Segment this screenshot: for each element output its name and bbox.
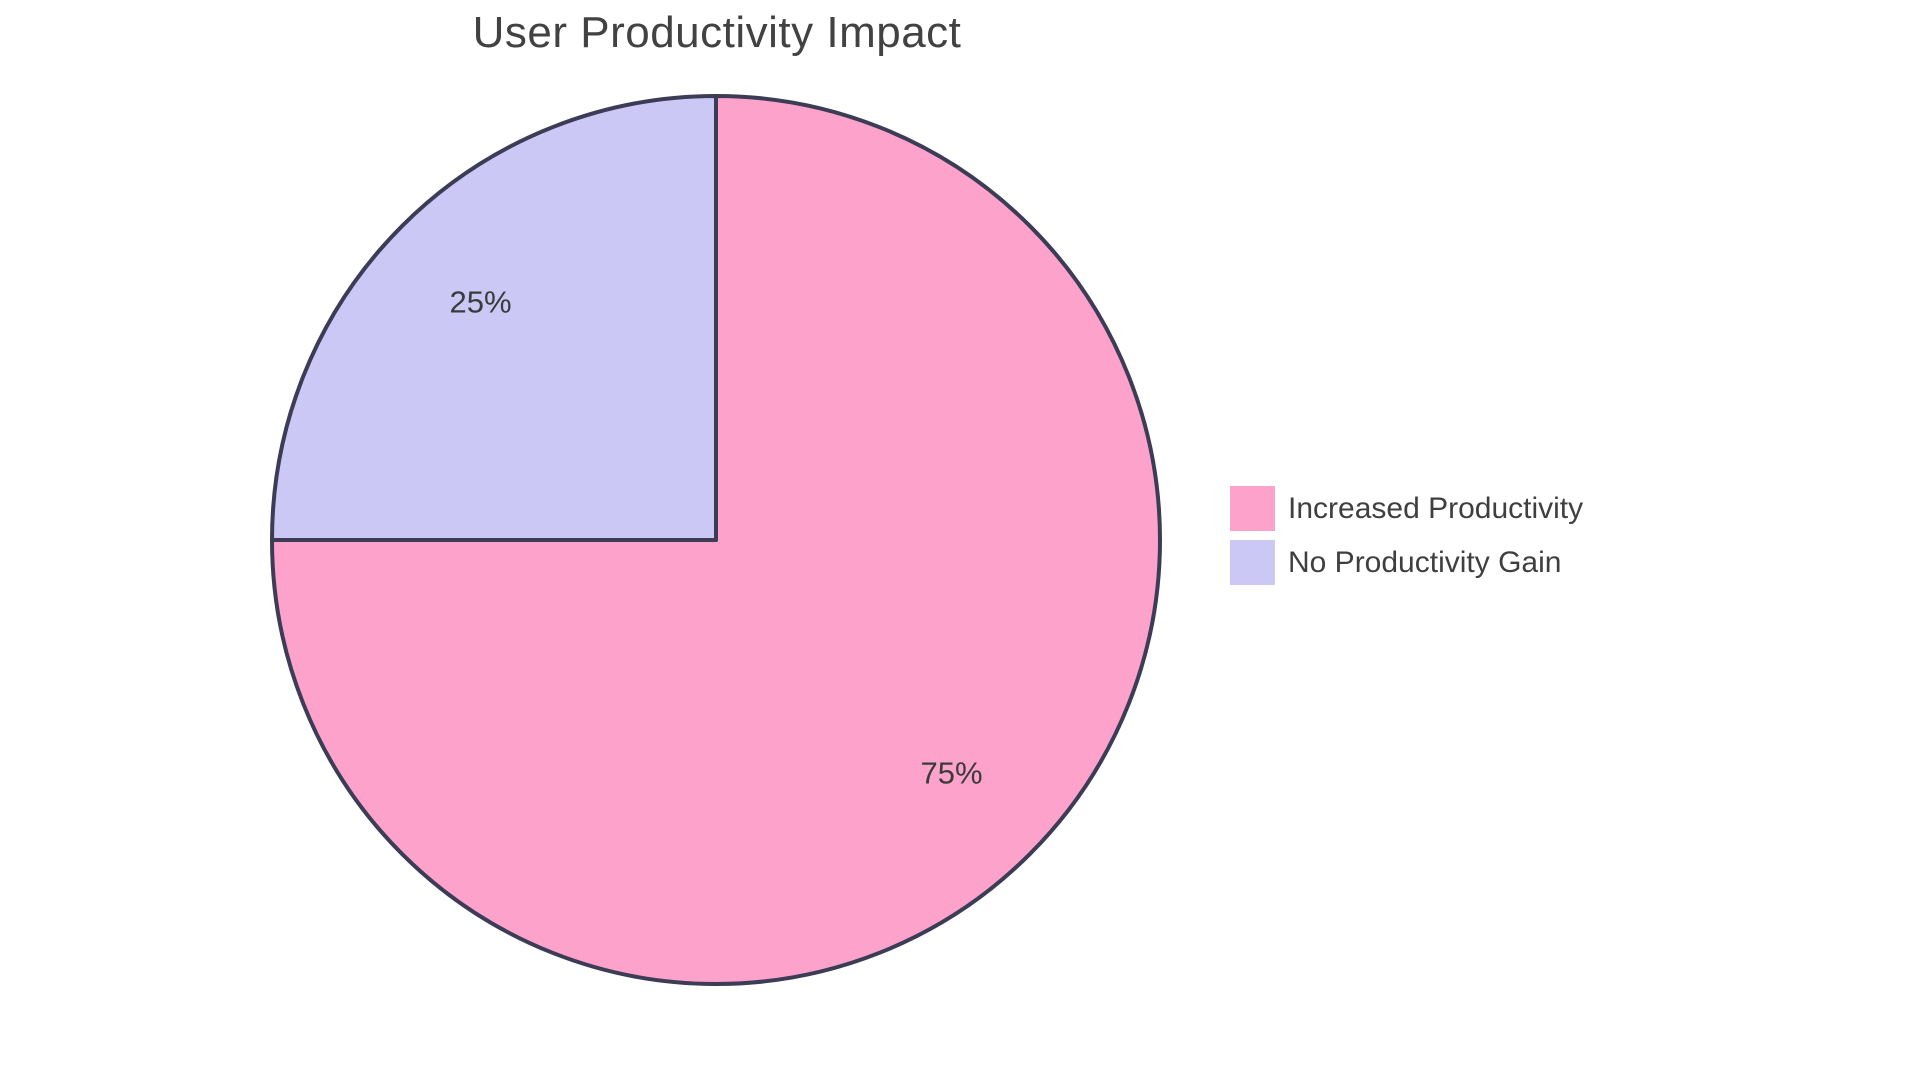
chart-title: User Productivity Impact	[472, 8, 962, 57]
legend-label-increased-productivity: Increased Productivity	[1288, 491, 1584, 525]
legend-label-no-productivity-gain: No Productivity Gain	[1288, 545, 1562, 579]
legend-swatch-0	[1230, 486, 1275, 531]
slice-label-1: 25%	[449, 285, 511, 320]
slice-label-0: 75%	[920, 756, 982, 791]
legend-swatch-1	[1230, 540, 1275, 585]
legend: Increased Productivity No Productivity G…	[1230, 486, 1583, 594]
pie-slice-1[interactable]	[270, 94, 718, 542]
legend-item-no-productivity-gain[interactable]: No Productivity Gain	[1230, 540, 1583, 585]
legend-item-increased-productivity[interactable]: Increased Productivity	[1230, 486, 1583, 531]
